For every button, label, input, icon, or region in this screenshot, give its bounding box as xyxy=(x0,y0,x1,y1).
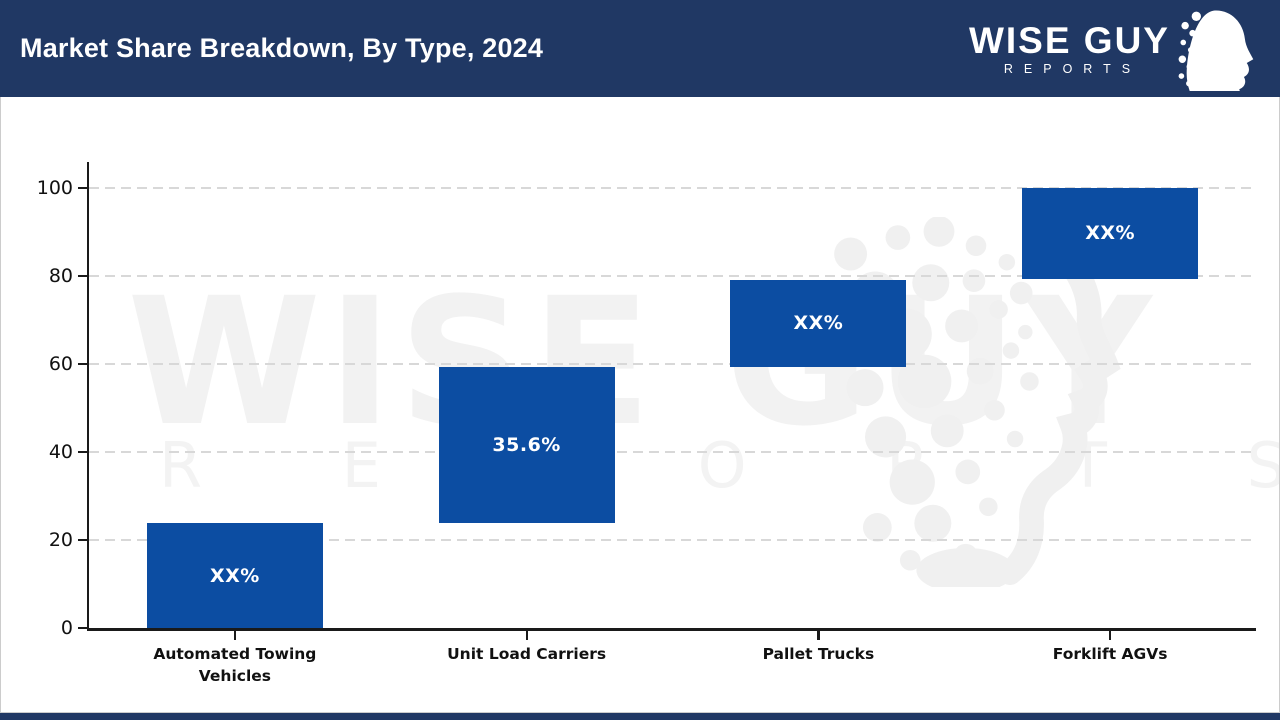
y-tick-label-80: 80 xyxy=(48,265,73,287)
gridline-100 xyxy=(89,187,1256,189)
gridline-80 xyxy=(89,275,1256,277)
y-tick-label-0: 0 xyxy=(60,617,73,639)
footer-bar xyxy=(0,713,1280,720)
x-axis xyxy=(86,628,1256,631)
bar-label: 35.6% xyxy=(492,433,561,456)
logo-wordmark: WISE GUY xyxy=(968,19,1170,61)
bar: XX% xyxy=(1022,188,1199,279)
y-tick-label-100: 100 xyxy=(36,177,73,199)
x-tick-mark xyxy=(233,630,237,640)
logo-text: WISE GUY REPORTS xyxy=(969,22,1170,76)
y-tick-label-60: 60 xyxy=(48,353,73,375)
bar-label: XX% xyxy=(209,564,260,587)
header: Market Share Breakdown, By Type, 2024 WI… xyxy=(0,0,1280,97)
y-tick-mark xyxy=(78,539,87,542)
bar: XX% xyxy=(730,279,907,367)
gridline-60 xyxy=(89,363,1256,365)
x-tick-mark xyxy=(525,630,528,640)
watermark-subtitle: R E P O R T S xyxy=(159,429,1280,502)
gridline-20 xyxy=(89,539,1256,541)
x-tick-mark xyxy=(817,630,820,640)
page-title: Market Share Breakdown, By Type, 2024 xyxy=(20,33,544,63)
bar: 35.6% xyxy=(438,366,615,524)
y-tick-label-40: 40 xyxy=(48,441,73,463)
bar-label: XX% xyxy=(1085,222,1136,245)
bar-label: XX% xyxy=(793,312,844,335)
watermark-head-icon xyxy=(834,217,1121,587)
logo-head-icon xyxy=(1178,10,1254,91)
chart-area: WISE GUY R E P O R T S 0 20 40 60 80 100 XX% Au… xyxy=(0,97,1280,713)
x-tick-label: Forklift AGVs xyxy=(1052,645,1168,663)
y-tick-label-20: 20 xyxy=(48,529,73,551)
x-tick-label: Pallet Trucks xyxy=(762,645,875,663)
logo-subtitle: REPORTS xyxy=(1003,61,1142,76)
y-tick-mark xyxy=(78,363,87,366)
x-tick-label: Automated Towing Vehicles xyxy=(153,645,317,685)
wiseguy-logo: WISE GUY REPORTS xyxy=(969,7,1254,91)
plot: 0 20 40 60 80 100 XX% Automated Towing Vehicles… xyxy=(1,97,1279,712)
gridline-40 xyxy=(89,451,1256,453)
y-tick-mark xyxy=(78,275,87,278)
y-axis xyxy=(86,162,89,631)
x-tick-mark xyxy=(1109,630,1112,640)
y-tick-mark xyxy=(78,451,87,454)
y-tick-mark xyxy=(78,627,87,630)
x-tick-label: Unit Load Carriers xyxy=(447,645,607,663)
y-tick-mark xyxy=(78,187,87,190)
bar: XX% xyxy=(146,523,323,628)
